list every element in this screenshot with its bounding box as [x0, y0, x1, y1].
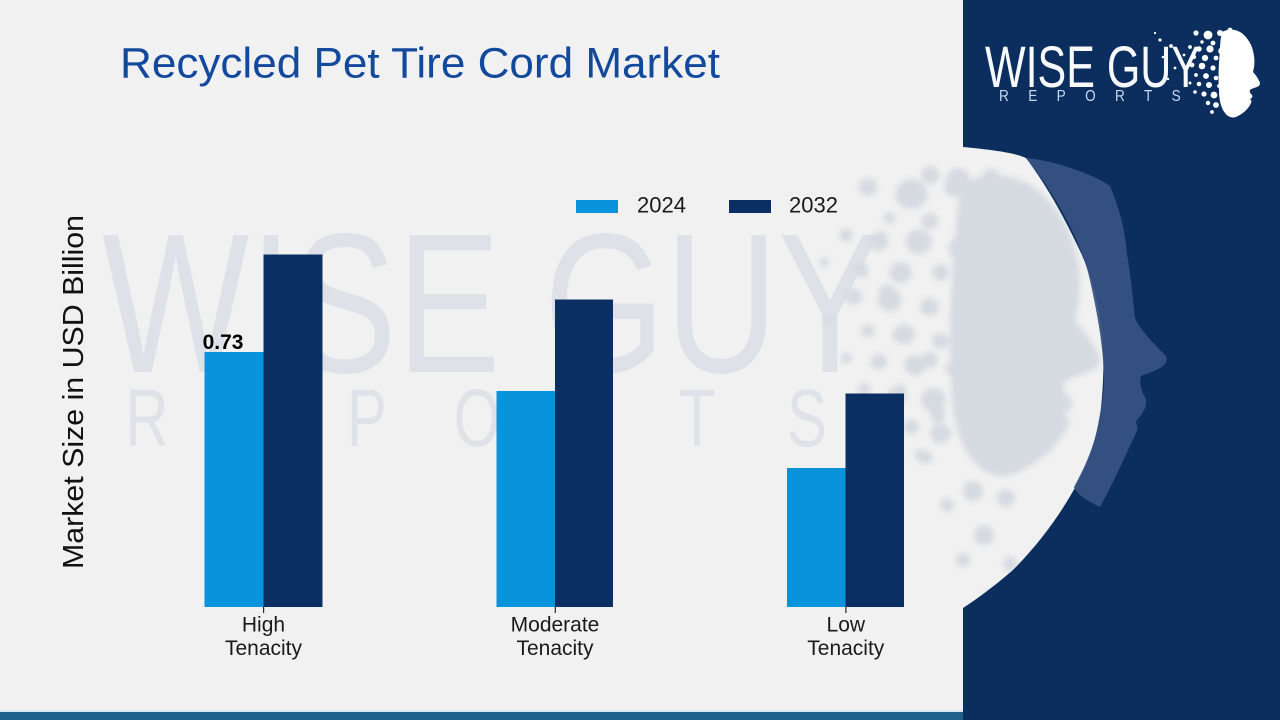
svg-text:Recycled Pet Tire Cord Market: Recycled Pet Tire Cord Market	[120, 40, 720, 88]
svg-text:P: P	[347, 373, 387, 464]
svg-text:2032: 2032	[789, 193, 838, 218]
svg-text:T: T	[679, 373, 716, 464]
svg-text:O: O	[454, 373, 501, 464]
svg-text:REPORTS: REPORTS	[999, 88, 1200, 105]
svg-text:Market Size in USD Billion: Market Size in USD Billion	[58, 215, 90, 569]
svg-text:R: R	[125, 373, 168, 464]
svg-text:0.73: 0.73	[203, 331, 244, 354]
svg-text:WISE GUY: WISE GUY	[985, 35, 1200, 100]
svg-text:S: S	[787, 373, 827, 464]
svg-text:2024: 2024	[637, 193, 686, 218]
